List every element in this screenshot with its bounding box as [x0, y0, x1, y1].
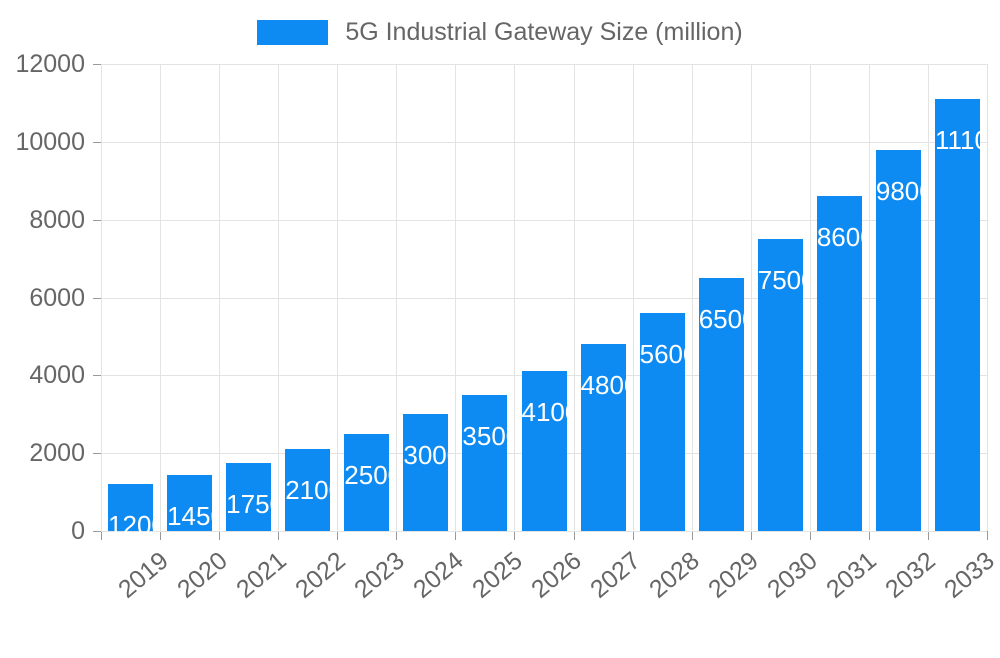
bar[interactable] — [108, 484, 154, 531]
y-axis-tick-label: 8000 — [29, 205, 85, 234]
y-axis-tick — [93, 219, 101, 221]
gridline-x — [160, 64, 161, 531]
y-axis-tick — [93, 297, 101, 299]
bar[interactable] — [580, 344, 626, 531]
gridline-x — [337, 64, 338, 531]
y-axis-tick — [93, 453, 101, 455]
bar[interactable] — [285, 449, 331, 531]
bar-chart: 5G Industrial Gateway Size (million) 0 20… — [0, 14, 1000, 604]
bar[interactable] — [816, 196, 862, 531]
gridline-x — [869, 64, 870, 531]
bar[interactable] — [934, 99, 980, 531]
gridline-y — [101, 219, 987, 221]
gridline-x — [692, 64, 693, 531]
x-axis-tick — [633, 531, 634, 540]
y-axis-tick — [93, 531, 101, 532]
x-axis-tick — [396, 531, 397, 540]
gridline-x — [633, 64, 634, 531]
gridline-x — [455, 64, 456, 531]
x-axis-tick — [219, 531, 220, 540]
x-axis-tick — [751, 531, 752, 540]
plot-area: 1200145017502100250030003500410048005600… — [101, 64, 988, 538]
y-axis-tick-label: 0 — [71, 517, 85, 545]
x-axis-tick — [278, 531, 279, 540]
gridline-y — [101, 141, 987, 143]
gridline-y — [101, 531, 987, 532]
bar[interactable] — [226, 462, 272, 531]
bar[interactable] — [757, 239, 803, 531]
x-axis-tick — [514, 531, 515, 540]
gridline-y — [101, 297, 987, 299]
x-axis-tick — [987, 531, 988, 540]
y-axis-tick-label: 6000 — [29, 283, 85, 312]
y-axis-tick-label: 10000 — [15, 127, 85, 156]
x-axis-tick — [455, 531, 456, 540]
bar[interactable] — [462, 394, 508, 531]
gridline-x — [396, 64, 397, 531]
y-axis-tick-label: 2000 — [29, 439, 85, 468]
x-axis-tick — [869, 531, 870, 540]
gridline-x — [219, 64, 220, 531]
x-axis-tick — [928, 531, 929, 540]
gridline-x — [987, 64, 988, 531]
gridline-x — [574, 64, 575, 531]
y-axis-tick — [93, 64, 101, 65]
bar[interactable] — [167, 474, 213, 531]
legend-swatch-icon — [257, 19, 329, 45]
bar[interactable] — [344, 433, 390, 531]
x-axis-tick — [337, 531, 338, 540]
bar[interactable] — [521, 371, 567, 531]
x-axis-tick — [810, 531, 811, 540]
gridline-y — [101, 64, 987, 65]
legend-item-5g-industrial-gateway[interactable]: 5G Industrial Gateway Size (million) — [257, 17, 743, 46]
gridline-x — [751, 64, 752, 531]
y-axis-tick-label: 12000 — [15, 50, 85, 78]
bar[interactable] — [403, 414, 449, 531]
x-axis-tick — [574, 531, 575, 540]
y-axis-tick — [93, 141, 101, 143]
bar[interactable] — [875, 149, 921, 531]
y-axis-tick-label: 4000 — [29, 361, 85, 390]
gridline-x — [101, 64, 102, 531]
x-axis-tick — [692, 531, 693, 540]
gridline-x — [278, 64, 279, 531]
bar[interactable] — [698, 278, 744, 531]
gridline-x — [514, 64, 515, 531]
chart-legend: 5G Industrial Gateway Size (million) — [0, 14, 1000, 50]
bar[interactable] — [639, 313, 685, 531]
x-axis-tick — [160, 531, 161, 540]
gridline-x — [928, 64, 929, 531]
y-axis-tick — [93, 375, 101, 377]
legend-item-label: 5G Industrial Gateway Size (million) — [345, 17, 743, 46]
gridline-x — [810, 64, 811, 531]
x-axis-tick — [101, 531, 102, 540]
